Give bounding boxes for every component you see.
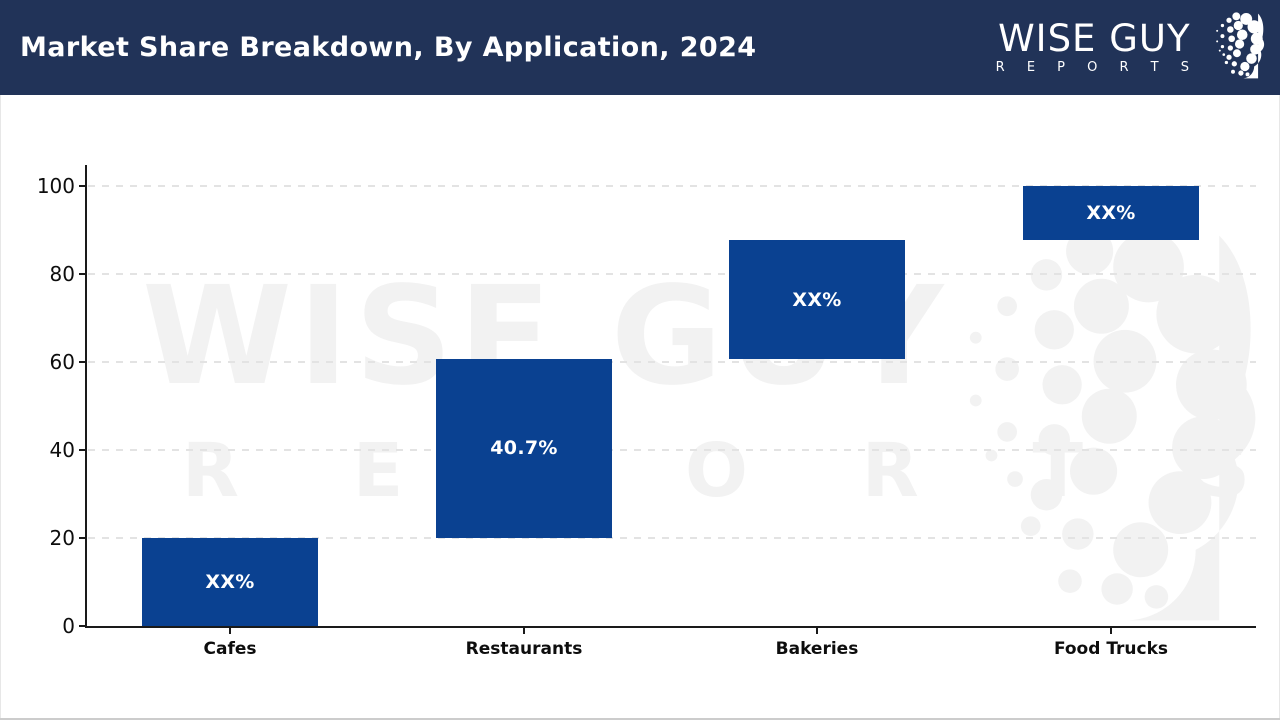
y-gridline	[88, 361, 1256, 363]
y-gridline	[88, 449, 1256, 451]
y-axis-tick-label: 20	[49, 526, 75, 550]
y-tick	[79, 273, 85, 275]
bar-bakeries: XX%	[729, 240, 905, 359]
y-gridline	[88, 185, 1256, 187]
y-tick	[79, 537, 85, 539]
bar-food-trucks: XX%	[1023, 186, 1199, 241]
bar-value-label: XX%	[792, 288, 842, 311]
bar-cafes: XX%	[142, 538, 318, 626]
y-tick	[79, 625, 85, 627]
y-tick	[79, 185, 85, 187]
y-axis-tick-label: 40	[49, 438, 75, 462]
bar-value-label: XX%	[205, 571, 255, 593]
x-axis-line	[85, 626, 1256, 628]
head-silhouette-icon	[1200, 8, 1266, 88]
y-tick	[79, 361, 85, 363]
y-axis-line	[85, 165, 87, 628]
bottom-border	[0, 718, 1280, 720]
page-title: Market Share Breakdown, By Application, …	[20, 32, 757, 63]
logo-text: WISE GUY R E P O R T S	[991, 20, 1198, 75]
x-tick	[229, 628, 231, 634]
y-axis-tick-label: 0	[62, 614, 75, 638]
logo-subtitle: R E P O R T S	[995, 60, 1198, 75]
bar-value-label: 40.7%	[490, 437, 558, 460]
y-axis-tick-label: 80	[49, 262, 75, 286]
y-gridline	[88, 537, 1256, 539]
wise-guy-logo: WISE GUY R E P O R T S	[991, 8, 1266, 88]
y-axis-tick-label: 60	[49, 350, 75, 374]
y-tick	[79, 449, 85, 451]
header-band: Market Share Breakdown, By Application, …	[0, 0, 1280, 95]
logo-wordmark: WISE GUY	[998, 17, 1191, 60]
x-axis-category-label: Restaurants	[465, 639, 583, 659]
x-axis-category-label: Food Trucks	[1053, 639, 1169, 659]
x-axis-category-label: Cafes	[203, 639, 257, 659]
watermark-head-icon	[868, 212, 1272, 644]
x-tick	[816, 628, 818, 634]
bar-value-label: XX%	[1086, 202, 1136, 225]
x-tick	[523, 628, 525, 634]
x-axis-category-label: Bakeries	[775, 639, 859, 659]
y-axis-tick-label: 100	[36, 174, 75, 198]
bar-restaurants: 40.7%	[436, 358, 612, 538]
y-gridline	[88, 273, 1256, 275]
x-tick	[1110, 628, 1112, 634]
